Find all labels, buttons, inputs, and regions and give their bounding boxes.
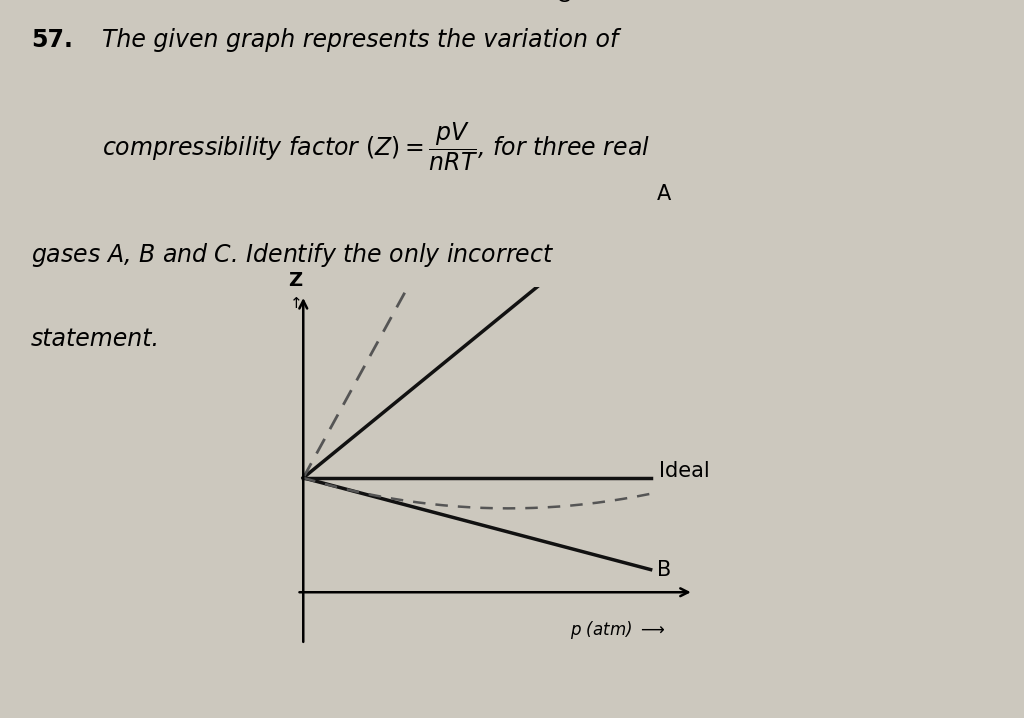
Text: ↑: ↑ — [290, 296, 303, 311]
Text: B: B — [657, 559, 672, 579]
Text: C: C — [556, 0, 570, 6]
Text: gases $A$, $B$ and $C$. Identify the only incorrect: gases $A$, $B$ and $C$. Identify the onl… — [31, 241, 554, 269]
Text: Z: Z — [288, 271, 302, 290]
Text: The given graph represents the variation of: The given graph represents the variation… — [102, 27, 618, 52]
Text: compressibility factor $(Z) = \dfrac{pV}{nRT}$, for three real: compressibility factor $(Z) = \dfrac{pV}… — [102, 121, 650, 173]
Text: Ideal: Ideal — [658, 462, 710, 482]
Text: A: A — [657, 185, 672, 204]
Text: $p$ (atm) $\longrightarrow$: $p$ (atm) $\longrightarrow$ — [570, 619, 666, 641]
Text: statement.: statement. — [31, 327, 160, 351]
Text: 57.: 57. — [31, 27, 73, 52]
